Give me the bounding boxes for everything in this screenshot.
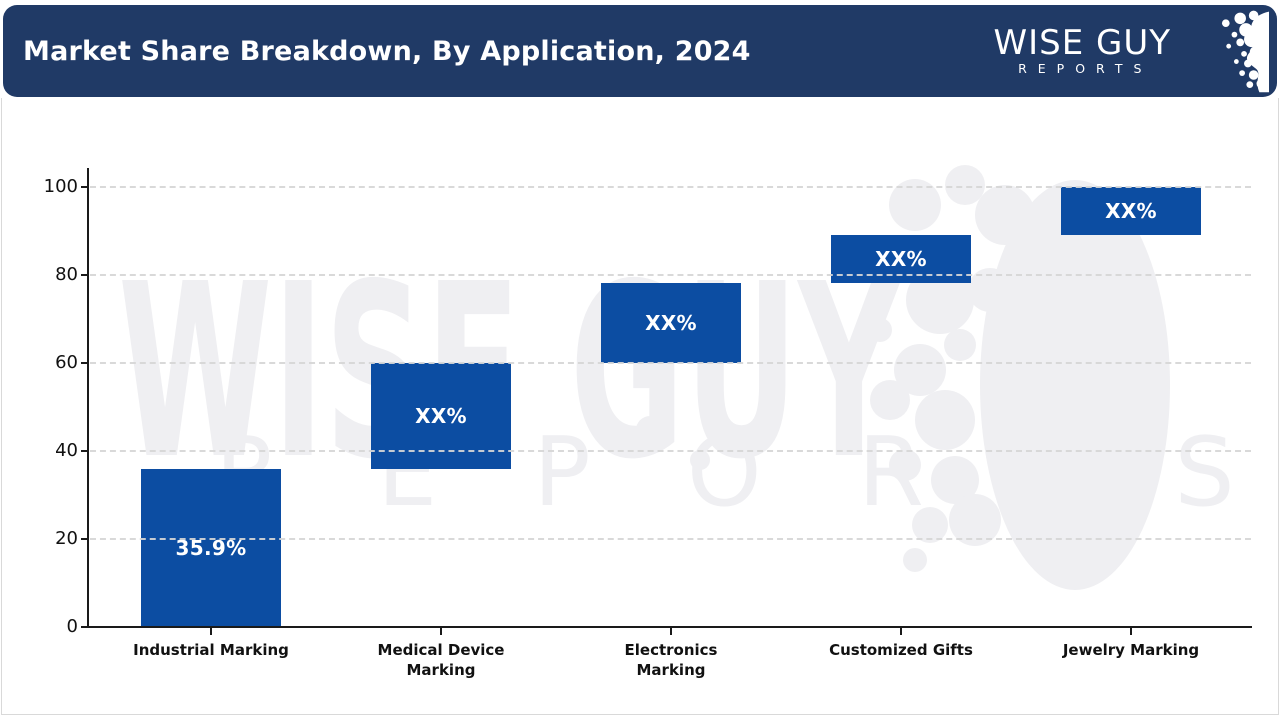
bar-value-label: XX% (1105, 198, 1157, 223)
y-axis-tick-mark (81, 274, 88, 276)
category-label-line: Industrial Marking (133, 641, 289, 659)
x-axis-tick-mark (440, 628, 442, 635)
figure-border (1, 98, 1279, 715)
y-axis-line (87, 168, 89, 628)
y-axis-tick-mark (81, 186, 88, 188)
y-axis-tick-label: 80 (55, 264, 78, 285)
page-title: Market Share Breakdown, By Application, … (23, 35, 751, 67)
category-label-line: Marking (406, 661, 476, 680)
x-axis-category-label: Electronics Marking (556, 640, 786, 681)
y-axis-tick-label: 60 (55, 352, 78, 373)
y-axis-tick-label: 40 (55, 440, 78, 461)
bar-value-label: XX% (645, 310, 697, 335)
x-axis-tick-mark (210, 628, 212, 635)
gridline-20 (90, 538, 1251, 540)
y-axis-tick-label: 20 (55, 528, 78, 549)
bar-value-label: 35.9% (175, 536, 247, 560)
y-axis-tick-mark (81, 450, 88, 452)
x-axis-category-label: Medical Device Marking (326, 640, 556, 681)
category-label-line: Marking (636, 661, 706, 680)
x-axis-category-label: Customized Gifts (786, 640, 1016, 660)
brand-logo-text: WISE GUY REPORTS (993, 26, 1171, 76)
chart-bar-jewelry-marking: XX% (1061, 187, 1201, 235)
category-label-line: Jewelry Marking (1062, 641, 1200, 659)
wiseguy-head-icon (1221, 10, 1269, 93)
y-axis-tick-mark (81, 362, 88, 364)
x-axis-tick-mark (1130, 628, 1132, 635)
x-axis-category-label: Jewelry Marking (1016, 640, 1246, 660)
x-axis-category-label: Industrial Marking (96, 640, 326, 660)
chart-bar-industrial-marking: 35.9% (141, 469, 281, 627)
y-axis-tick-mark (81, 626, 88, 628)
gridline-100 (90, 186, 1251, 188)
x-axis-line (87, 626, 1252, 628)
bar-value-label: XX% (415, 404, 467, 429)
gridline-60 (90, 362, 1251, 364)
y-axis-tick-label: 0 (66, 616, 78, 637)
category-label-line: Medical Device (377, 641, 505, 659)
y-axis-tick-label: 100 (43, 176, 78, 197)
brand-name: WISE GUY (993, 23, 1171, 64)
brand-logo: WISE GUY REPORTS (993, 8, 1269, 94)
chart-bar-electronics-marking: XX% (601, 282, 741, 363)
header-bar: Market Share Breakdown, By Application, … (3, 5, 1277, 97)
x-axis-tick-mark (900, 628, 902, 635)
category-label-line: Electronics (624, 641, 718, 659)
category-label-line: Customized Gifts (829, 641, 973, 659)
brand-subname: REPORTS (1018, 61, 1153, 77)
gridline-80 (90, 274, 1251, 276)
chart-bar-medical-device-marking: XX% (371, 363, 511, 470)
gridline-40 (90, 450, 1251, 452)
bar-value-label: XX% (875, 246, 927, 271)
x-axis-tick-mark (670, 628, 672, 635)
y-axis-tick-mark (81, 538, 88, 540)
